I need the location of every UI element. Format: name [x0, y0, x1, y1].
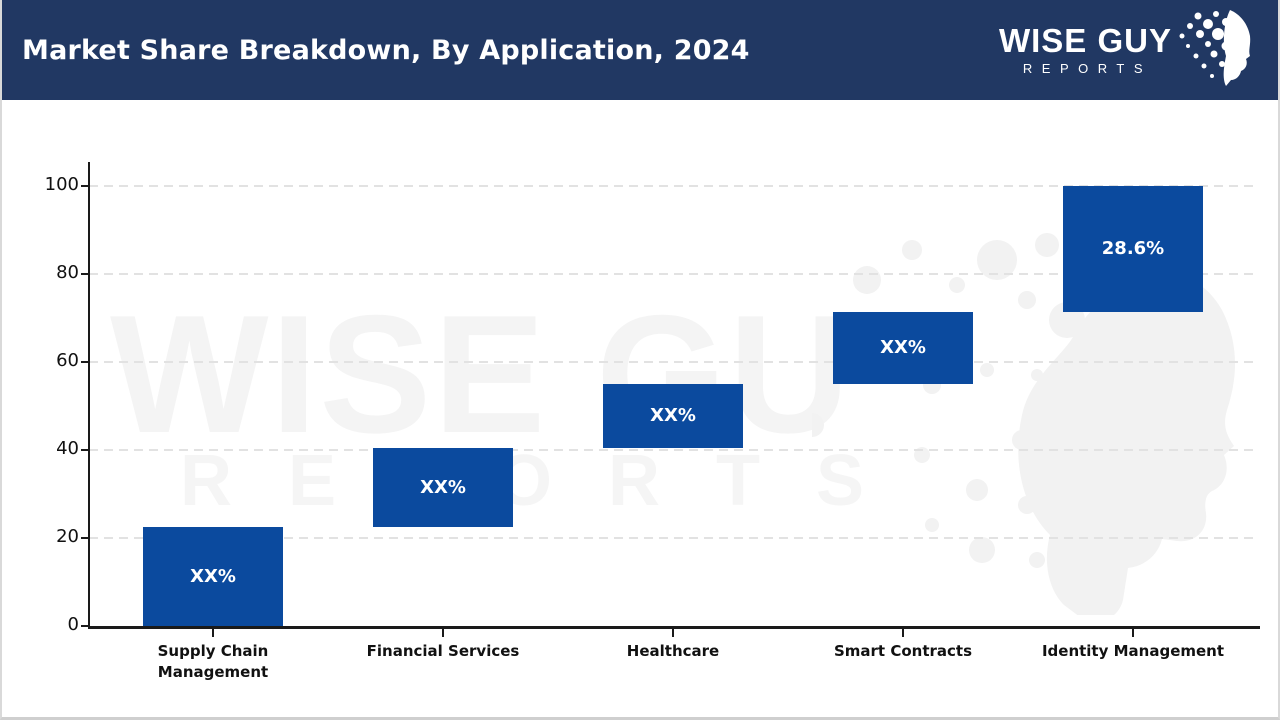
y-axis-tick-label: 0: [67, 614, 79, 635]
header-bar: Market Share Breakdown, By Application, …: [2, 0, 1278, 100]
y-axis-tick: [81, 625, 89, 627]
page-title: Market Share Breakdown, By Application, …: [22, 34, 750, 66]
y-gridline: [89, 361, 1259, 363]
x-axis-tick: [212, 629, 214, 637]
x-axis-category-label: Identity Management: [1041, 642, 1225, 660]
y-axis-tick-label: 60: [56, 350, 79, 371]
bar-value-label: 28.6%: [1101, 238, 1165, 260]
y-gridline: [89, 449, 1259, 451]
x-axis-tick: [672, 629, 674, 637]
y-gridline: [89, 185, 1259, 187]
x-axis-tick: [1132, 629, 1134, 637]
watermark-subtitle: REPORTS: [180, 441, 921, 521]
bar-value-label: XX%: [650, 405, 696, 427]
wiseguy-logo: WISE GUY REPORTS: [999, 6, 1254, 94]
x-axis-category-label: Supply Chain Management: [157, 642, 269, 681]
bar-healthcare: XX%: [603, 384, 743, 448]
x-axis-category-label: Financial Services: [366, 642, 520, 660]
y-axis-tick-label: 100: [44, 174, 79, 195]
y-axis-tick-label: 20: [56, 526, 79, 547]
bar-value-label: XX%: [420, 476, 466, 498]
bar-value-label: XX%: [190, 566, 236, 587]
logo-subtitle: REPORTS: [1022, 60, 1153, 76]
y-axis-tick-label: 80: [56, 262, 79, 283]
x-axis-category-label: Smart Contracts: [833, 642, 973, 660]
y-axis-tick-label: 40: [56, 438, 79, 459]
y-axis-tick: [81, 537, 89, 539]
y-axis-tick: [81, 361, 89, 363]
y-axis-tick: [81, 185, 89, 187]
bar-value-label: XX%: [880, 337, 926, 359]
bar-supply-chain-management: XX%: [143, 527, 283, 626]
y-axis-line: [88, 162, 90, 629]
logo-wordmark: WISE GUY: [998, 22, 1172, 60]
bar-identity-management: 28.6%: [1063, 186, 1203, 312]
x-axis-tick: [902, 629, 904, 637]
x-axis-line: [88, 626, 1260, 629]
logo-face-icon: [1174, 6, 1254, 94]
x-axis-category-label: Healthcare: [626, 642, 720, 660]
y-axis-tick: [81, 449, 89, 451]
y-gridline: [89, 537, 1259, 539]
y-gridline: [89, 273, 1259, 275]
bar-financial-services: XX%: [373, 447, 513, 527]
bar-smart-contracts: XX%: [833, 311, 973, 384]
x-axis-tick: [442, 629, 444, 637]
logo-text: WISE GUY REPORTS: [999, 24, 1172, 76]
y-axis-tick: [81, 273, 89, 275]
